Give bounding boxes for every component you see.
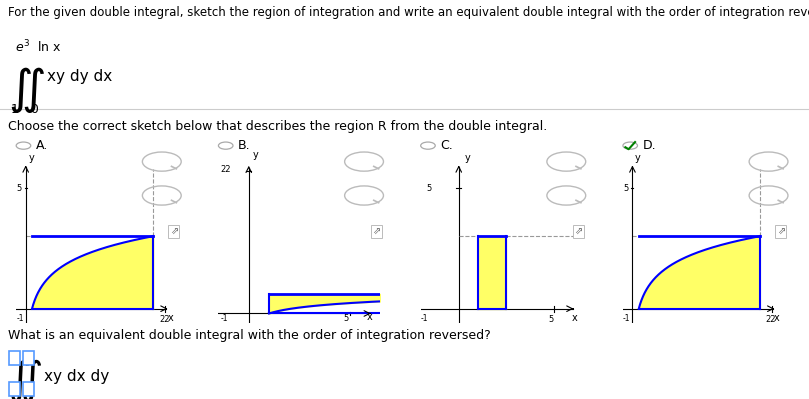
Text: ⇗: ⇗ xyxy=(170,226,178,237)
Text: 22: 22 xyxy=(220,165,231,174)
Text: $\int\!\!\int$: $\int\!\!\int$ xyxy=(8,357,43,399)
Text: x: x xyxy=(367,312,373,322)
Text: xy dy dx: xy dy dx xyxy=(47,69,112,84)
Text: 5: 5 xyxy=(549,315,553,324)
Text: y: y xyxy=(28,153,34,163)
Text: $\int\!\!\int$: $\int\!\!\int$ xyxy=(8,65,46,115)
Text: $e^3$  ln x: $e^3$ ln x xyxy=(15,39,61,56)
Text: 5: 5 xyxy=(17,184,22,194)
Text: Choose the correct sketch below that describes the region R from the double inte: Choose the correct sketch below that des… xyxy=(8,120,548,133)
Text: What is an equivalent double integral with the order of integration reversed?: What is an equivalent double integral wi… xyxy=(8,329,491,342)
Text: 1   0: 1 0 xyxy=(11,103,38,116)
Text: y: y xyxy=(635,153,641,163)
Text: -1: -1 xyxy=(220,314,228,323)
Text: 22: 22 xyxy=(765,315,776,324)
Text: -1: -1 xyxy=(623,314,630,323)
Text: D.: D. xyxy=(642,139,656,152)
Text: x: x xyxy=(571,313,577,323)
Text: B.: B. xyxy=(238,139,251,152)
Text: x: x xyxy=(774,313,780,323)
Text: For the given double integral, sketch the region of integration and write an equ: For the given double integral, sketch th… xyxy=(8,6,809,19)
Text: 5: 5 xyxy=(624,184,629,194)
Text: A.: A. xyxy=(36,139,48,152)
Text: ⇗: ⇗ xyxy=(777,226,785,237)
Text: -1: -1 xyxy=(421,314,428,323)
Text: 5: 5 xyxy=(426,184,432,194)
Text: ⇗: ⇗ xyxy=(372,226,380,237)
Text: 5: 5 xyxy=(344,314,349,323)
Text: C.: C. xyxy=(440,139,453,152)
Text: -1: -1 xyxy=(16,314,23,323)
Text: ⇗: ⇗ xyxy=(574,226,582,237)
Text: y: y xyxy=(252,150,259,160)
Text: x: x xyxy=(167,313,173,323)
Text: 22: 22 xyxy=(159,315,169,324)
Text: y: y xyxy=(464,153,470,163)
Text: xy dx dy: xy dx dy xyxy=(44,369,110,384)
